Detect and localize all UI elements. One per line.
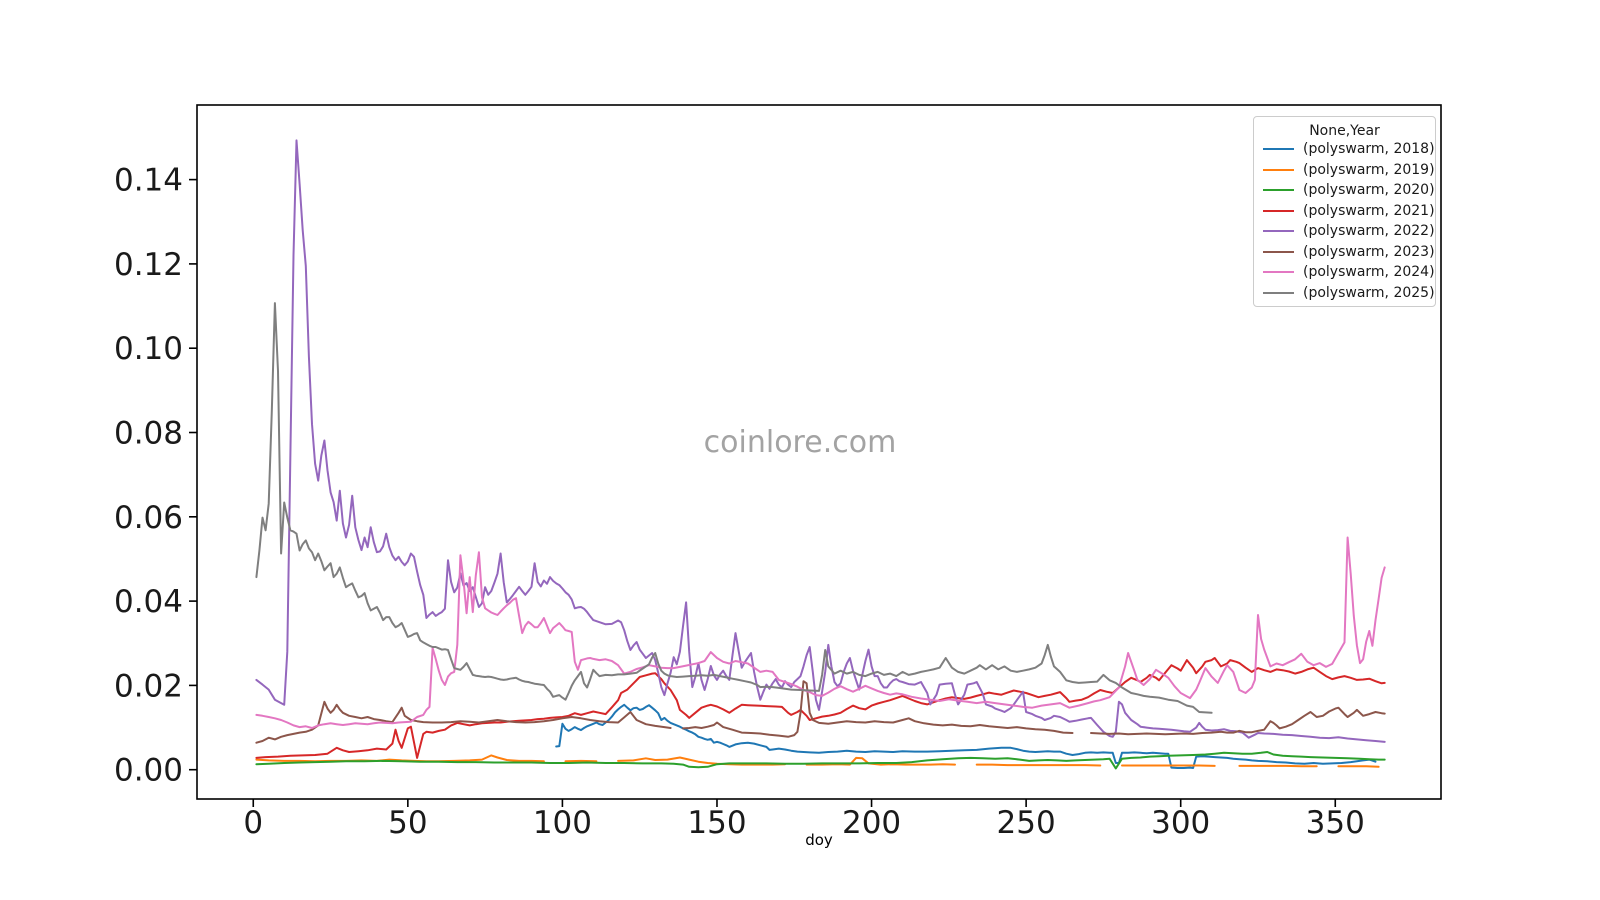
- series-line-0: [555, 703, 1377, 769]
- y-tick-label: 0.12: [114, 247, 183, 283]
- legend-line-swatch: [1263, 230, 1294, 233]
- legend-item-4: (polyswarm, 2022): [1254, 221, 1435, 242]
- y-tick-label: 0.00: [114, 753, 183, 789]
- series-line-6: [255, 536, 1386, 729]
- x-tick-label: 250: [997, 805, 1056, 841]
- legend-item-label: (polyswarm, 2020): [1303, 182, 1435, 199]
- x-tick-label: 100: [533, 805, 592, 841]
- legend-item-label: (polyswarm, 2023): [1303, 243, 1435, 260]
- legend-item-7: (polyswarm, 2025): [1254, 283, 1435, 304]
- legend: None,Year (polyswarm, 2018) (polyswarm, 2…: [1253, 116, 1436, 307]
- y-tick-label: 0.10: [114, 331, 183, 367]
- x-tick-label: 200: [842, 805, 901, 841]
- x-tick-label: 150: [687, 805, 746, 841]
- legend-line-swatch: [1263, 168, 1294, 171]
- legend-item-5: (polyswarm, 2023): [1254, 242, 1435, 263]
- legend-item-label: (polyswarm, 2021): [1303, 202, 1435, 219]
- series-line-2: [255, 751, 1386, 770]
- series-line-7: [255, 302, 1213, 714]
- x-tick-label: 350: [1306, 805, 1365, 841]
- series-line-1: [975, 763, 1102, 767]
- series-line-1: [617, 756, 786, 766]
- legend-item-label: (polyswarm, 2024): [1303, 264, 1435, 281]
- x-tick-label: 300: [1151, 805, 1210, 841]
- legend-item-label: (polyswarm, 2018): [1303, 141, 1435, 158]
- legend-item-0: (polyswarm, 2018): [1254, 139, 1435, 160]
- legend-item-1: (polyswarm, 2019): [1254, 160, 1435, 181]
- legend-items: (polyswarm, 2018) (polyswarm, 2019) (polys…: [1254, 139, 1435, 303]
- legend-item-label: (polyswarm, 2022): [1303, 223, 1435, 240]
- legend-line-swatch: [1263, 271, 1294, 274]
- legend-line-swatch: [1263, 291, 1294, 294]
- x-tick-label: 0: [243, 805, 263, 841]
- series-line-5: [1090, 706, 1386, 736]
- y-tick-label: 0.06: [114, 500, 183, 536]
- legend-item-label: (polyswarm, 2019): [1303, 161, 1435, 178]
- y-tick-label: 0.04: [114, 584, 183, 620]
- legend-line-swatch: [1263, 148, 1294, 151]
- legend-item-2: (polyswarm, 2020): [1254, 180, 1435, 201]
- series-line-1: [1337, 765, 1380, 768]
- legend-item-3: (polyswarm, 2021): [1254, 201, 1435, 222]
- legend-item-6: (polyswarm, 2024): [1254, 262, 1435, 283]
- legend-line-swatch: [1263, 209, 1294, 212]
- watermark: coinlore.com: [703, 425, 897, 460]
- legend-item-label: (polyswarm, 2025): [1303, 284, 1435, 301]
- series-line-4: [255, 139, 1386, 743]
- legend-line-swatch: [1263, 189, 1294, 192]
- series-line-5: [682, 680, 1074, 738]
- legend-line-swatch: [1263, 250, 1294, 253]
- series-line-5: [255, 700, 672, 744]
- legend-title: None,Year: [1309, 123, 1380, 139]
- y-tick-label: 0.08: [114, 416, 183, 452]
- x-tick-label: 50: [388, 805, 427, 841]
- axes-frame: [196, 104, 1442, 800]
- y-tick-label: 0.02: [114, 668, 183, 704]
- series-line-3: [255, 657, 1386, 759]
- x-axis-label: doy: [805, 831, 833, 849]
- y-tick-label: 0.14: [114, 163, 183, 199]
